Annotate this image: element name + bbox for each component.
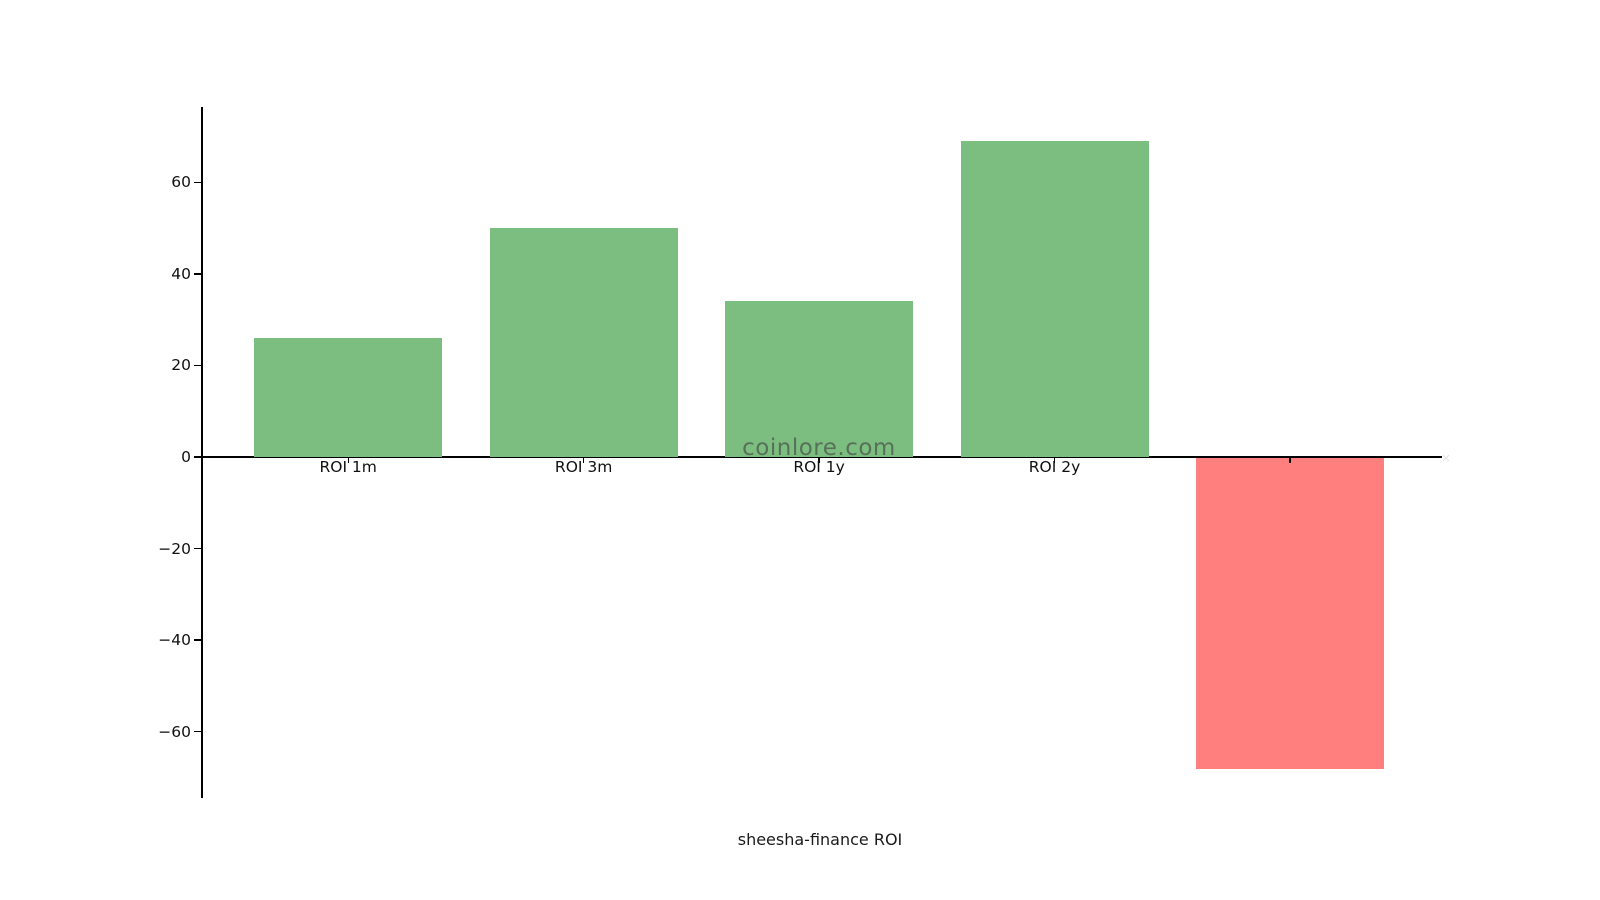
bar-roi-1m xyxy=(254,338,443,457)
x-tick-label: ROI 1m xyxy=(319,458,377,476)
x-tick-label: ROI 2y xyxy=(1028,458,1081,476)
y-tick-label: 20 xyxy=(171,356,191,375)
y-tick-mark xyxy=(194,456,202,458)
y-tick-label: −60 xyxy=(158,722,191,741)
bar-roi-2y xyxy=(960,141,1149,457)
y-tick-mark xyxy=(194,730,202,733)
x-axis-line xyxy=(201,456,1442,458)
y-tick-mark xyxy=(194,364,202,367)
x-tick-label: ROI 1y xyxy=(793,458,845,476)
chart-title: sheesha-finance ROI xyxy=(737,830,903,849)
y-tick-label: 60 xyxy=(171,173,191,192)
x-tick-mark xyxy=(1289,457,1291,463)
y-tick-mark xyxy=(194,639,202,641)
x-tick-label: ROI 3m xyxy=(554,458,613,476)
x-tick-mark xyxy=(1053,457,1056,463)
y-tick-mark xyxy=(194,547,202,550)
y-tick-label: 40 xyxy=(171,264,191,283)
x-tick-mark xyxy=(347,457,349,463)
axis-end-artifact xyxy=(1443,455,1449,461)
y-axis-spine xyxy=(201,107,203,798)
bar-bar-5 xyxy=(1196,458,1384,770)
y-tick-label: 0 xyxy=(181,448,191,466)
x-tick-mark xyxy=(583,457,585,463)
watermark-text: coinlore.com xyxy=(742,435,896,461)
y-tick-mark xyxy=(194,273,202,275)
y-tick-label: −40 xyxy=(158,631,191,650)
bar-roi-3m xyxy=(489,228,678,457)
bar-roi-1y xyxy=(725,301,914,457)
y-tick-mark xyxy=(194,181,202,184)
x-tick-mark xyxy=(818,457,820,463)
y-tick-label: −20 xyxy=(158,539,191,558)
